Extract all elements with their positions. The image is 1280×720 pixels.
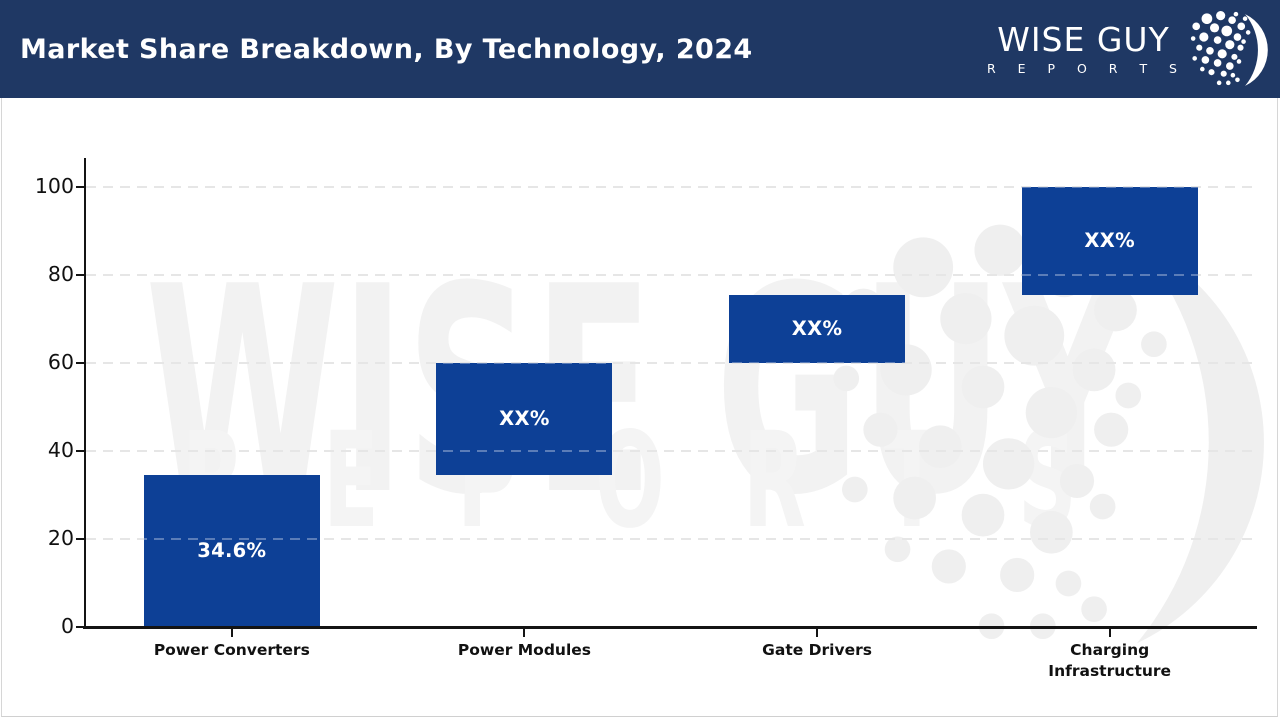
y-tick-label: 40 bbox=[47, 438, 74, 463]
gridline-y60 bbox=[85, 362, 1256, 364]
gridline-overlay-y20 bbox=[85, 538, 1256, 540]
bar-value-label: XX% bbox=[791, 317, 843, 341]
y-tick-label: 80 bbox=[47, 262, 74, 287]
x-category-label: Charging Infrastructure bbox=[1048, 641, 1172, 680]
wise-guy-logo: WISE GUY R E P O R T S bbox=[981, 7, 1268, 93]
y-tick bbox=[75, 538, 84, 540]
bar-value-label: XX% bbox=[1084, 229, 1135, 253]
y-tick-label: 100 bbox=[34, 174, 74, 199]
page-title: Market Share Breakdown, By Technology, 2… bbox=[20, 33, 753, 65]
x-category-label: Power Converters bbox=[153, 641, 310, 659]
gridline-y20 bbox=[85, 538, 1256, 540]
gridline-overlay-y60 bbox=[85, 362, 1256, 364]
y-tick bbox=[75, 274, 84, 276]
bar-gate-drivers: XX% bbox=[729, 294, 906, 363]
bar-power-modules: XX% bbox=[436, 363, 613, 475]
y-tick bbox=[75, 626, 84, 628]
y-tick-label: 0 bbox=[60, 614, 74, 639]
x-axis-spine bbox=[83, 626, 1257, 629]
bar-power-converters: 34.6% bbox=[143, 474, 320, 627]
gridline-y80 bbox=[85, 274, 1256, 276]
x-category-label: Power Modules bbox=[457, 641, 591, 659]
gridline-y40 bbox=[85, 450, 1256, 452]
x-tick bbox=[1108, 629, 1111, 637]
wise-guy-logo-text: WISE GUY R E P O R T S bbox=[981, 22, 1186, 78]
y-tick bbox=[75, 186, 84, 188]
y-tick bbox=[75, 450, 84, 452]
y-tick bbox=[75, 362, 84, 364]
gridline-overlay-y80 bbox=[85, 274, 1256, 276]
y-tick-label: 60 bbox=[47, 350, 74, 375]
logo-subtitle: R E P O R T S bbox=[986, 61, 1186, 76]
y-tick-label: 20 bbox=[47, 526, 74, 551]
logo-wordmark: WISE GUY bbox=[997, 20, 1170, 59]
y-axis-spine bbox=[83, 158, 86, 629]
bar-charging-infrastructure: XX% bbox=[1021, 187, 1198, 295]
x-tick bbox=[230, 629, 233, 637]
x-tick bbox=[523, 629, 526, 637]
gridline-overlay-y100 bbox=[85, 186, 1256, 188]
wise-guy-head-icon bbox=[1184, 7, 1268, 93]
x-category-label: Gate Drivers bbox=[762, 641, 872, 659]
gridline-overlay-y40 bbox=[85, 450, 1256, 452]
header-bar: Market Share Breakdown, By Technology, 2… bbox=[0, 0, 1280, 98]
bar-value-label: 34.6% bbox=[197, 539, 267, 563]
bar-value-label: XX% bbox=[499, 407, 550, 431]
x-tick bbox=[816, 629, 819, 637]
gridline-y100 bbox=[85, 186, 1256, 188]
